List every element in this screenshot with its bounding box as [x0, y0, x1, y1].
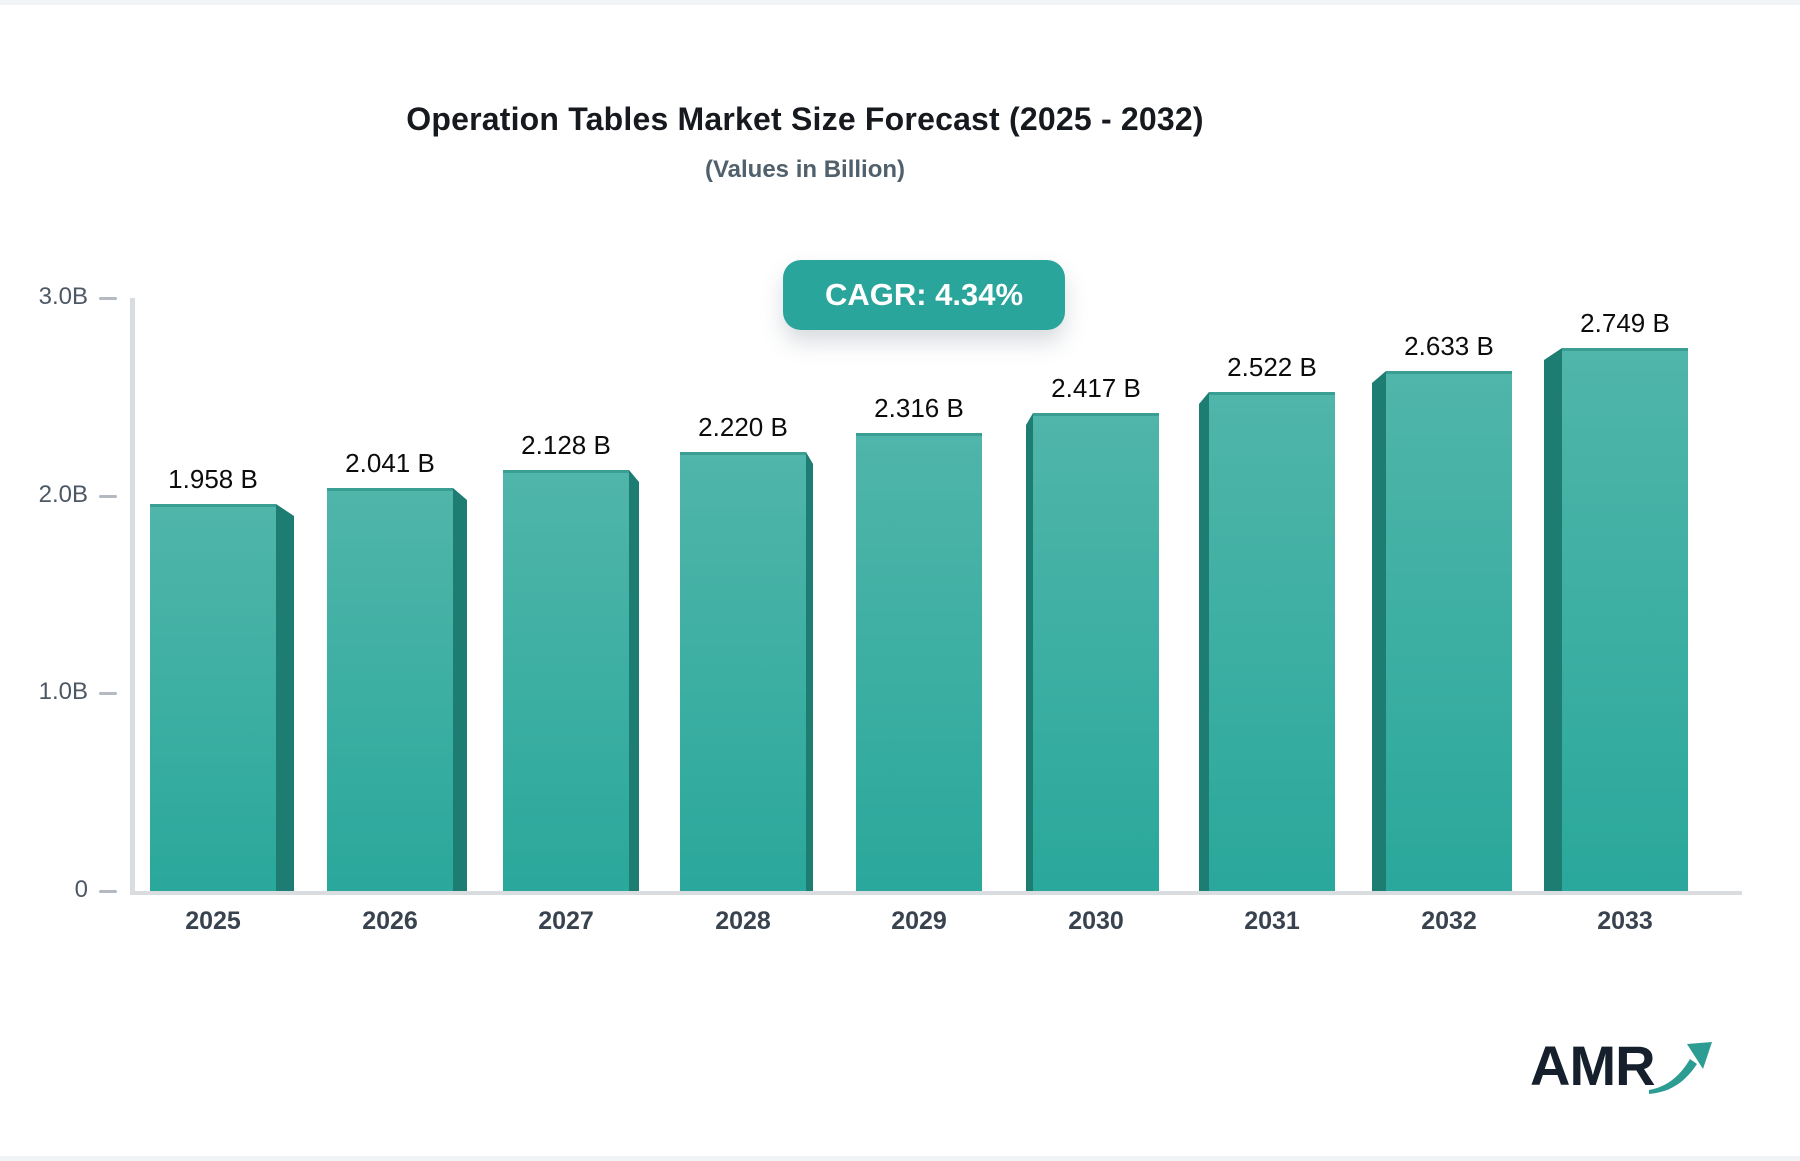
- bar-2025: [150, 504, 276, 891]
- x-tick-label-2032: 2032: [1421, 907, 1477, 935]
- bar-value-label-2028: 2.220 B: [698, 412, 788, 442]
- bar-side-2033: [1544, 348, 1562, 891]
- x-axis-line: [130, 891, 1742, 895]
- bar-value-label-2033: 2.749 B: [1580, 308, 1670, 338]
- chart-header: Operation Tables Market Size Forecast (2…: [0, 101, 1610, 184]
- bar-2027: [503, 470, 629, 891]
- amr-logo: AMR: [1530, 1033, 1713, 1098]
- y-tick-mark: [99, 297, 117, 300]
- bar-2031: [1209, 392, 1335, 891]
- bar-value-label-2030: 2.417 B: [1051, 373, 1141, 403]
- y-axis-line: [130, 298, 135, 895]
- bar-chart: 3.0B 2.0B 1.0B 0 1.958 B 2025 2.041 B 2026 2.128…: [0, 5, 1800, 1161]
- x-tick-label-2027: 2027: [538, 907, 594, 935]
- x-tick-label-2031: 2031: [1244, 907, 1300, 935]
- bar-side-2030: [1026, 413, 1033, 891]
- bar-value-label-2027: 2.128 B: [521, 430, 611, 460]
- bar-value-label-2025: 1.958 B: [168, 464, 258, 494]
- bar-2032: [1386, 371, 1512, 891]
- x-tick-label-2033: 2033: [1597, 907, 1653, 935]
- bar-side-2026: [453, 488, 467, 891]
- bar-side-2025: [276, 504, 294, 891]
- x-tick-label-2025: 2025: [185, 907, 241, 935]
- bar-2030: [1033, 413, 1159, 891]
- chart-card: Operation Tables Market Size Forecast (2…: [0, 5, 1800, 1156]
- y-tick-label: 0: [74, 876, 88, 903]
- bar-side-2027: [629, 470, 639, 891]
- cagr-badge: CAGR: 4.34%: [783, 260, 1065, 330]
- bar-value-label-2026: 2.041 B: [345, 448, 435, 478]
- x-tick-label-2029: 2029: [891, 907, 947, 935]
- growth-arrow-icon: [1648, 1041, 1712, 1094]
- x-tick-label-2030: 2030: [1068, 907, 1124, 935]
- chart-subtitle: (Values in Billion): [704, 156, 906, 183]
- y-tick-mark: [99, 692, 117, 695]
- bar-side-2031: [1199, 392, 1209, 891]
- bar-side-2032: [1372, 371, 1386, 891]
- bar-value-label-2031: 2.522 B: [1227, 352, 1317, 382]
- bar-value-label-2032: 2.633 B: [1404, 331, 1494, 361]
- bar-2026: [327, 488, 453, 891]
- chart-title: Operation Tables Market Size Forecast (2…: [406, 101, 1204, 137]
- y-tick-label: 1.0B: [38, 678, 88, 705]
- y-tick-label: 3.0B: [38, 283, 88, 310]
- y-tick-label: 2.0B: [38, 481, 88, 508]
- bar-2029: [856, 433, 982, 891]
- bar-2033: [1562, 348, 1688, 891]
- bar-side-2028: [806, 452, 813, 891]
- x-tick-label-2026: 2026: [362, 907, 418, 935]
- bar-value-label-2029: 2.316 B: [874, 393, 964, 423]
- y-tick-mark: [99, 890, 117, 893]
- y-tick-mark: [99, 495, 117, 498]
- amr-logo-text: AMR: [1530, 1034, 1656, 1097]
- x-tick-label-2028: 2028: [715, 907, 771, 935]
- bar-2028: [680, 452, 806, 891]
